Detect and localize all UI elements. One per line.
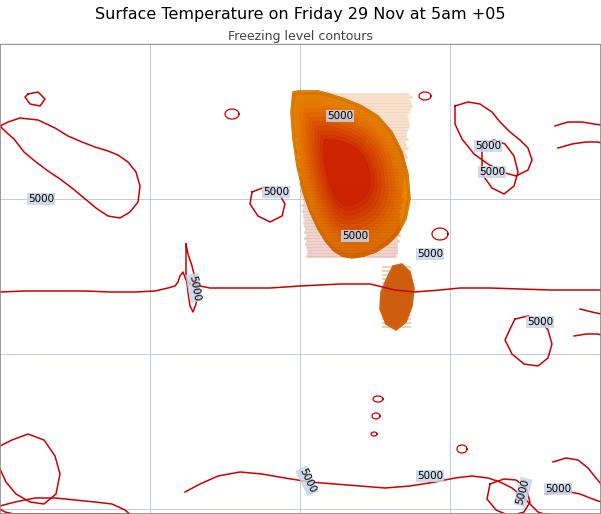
Text: 5000: 5000 bbox=[545, 484, 571, 494]
Text: 5000: 5000 bbox=[417, 249, 443, 259]
Polygon shape bbox=[303, 108, 395, 239]
Polygon shape bbox=[320, 135, 374, 210]
Text: 5000: 5000 bbox=[263, 187, 289, 197]
Polygon shape bbox=[294, 96, 406, 253]
Text: 5000: 5000 bbox=[297, 467, 317, 495]
Polygon shape bbox=[380, 264, 414, 330]
Polygon shape bbox=[291, 91, 410, 258]
Polygon shape bbox=[300, 104, 399, 244]
Text: Surface Temperature on Friday 29 Nov at 5am +05: Surface Temperature on Friday 29 Nov at … bbox=[95, 7, 506, 22]
Polygon shape bbox=[312, 122, 385, 225]
Polygon shape bbox=[314, 126, 381, 220]
Text: 5000: 5000 bbox=[28, 194, 54, 204]
Text: 5000: 5000 bbox=[475, 141, 501, 151]
Text: Freezing level contours: Freezing level contours bbox=[228, 30, 373, 43]
Polygon shape bbox=[306, 113, 392, 234]
Polygon shape bbox=[380, 264, 414, 330]
Text: 5000: 5000 bbox=[187, 274, 201, 302]
Text: 5000: 5000 bbox=[342, 231, 368, 241]
Text: 5000: 5000 bbox=[417, 471, 443, 481]
Text: 5000: 5000 bbox=[515, 478, 531, 506]
Polygon shape bbox=[309, 117, 388, 229]
Polygon shape bbox=[291, 91, 410, 258]
Polygon shape bbox=[297, 100, 403, 248]
Text: 5000: 5000 bbox=[479, 167, 505, 177]
Polygon shape bbox=[317, 131, 377, 215]
Text: 5000: 5000 bbox=[527, 317, 553, 327]
Text: 5000: 5000 bbox=[327, 111, 353, 121]
Polygon shape bbox=[323, 139, 370, 206]
